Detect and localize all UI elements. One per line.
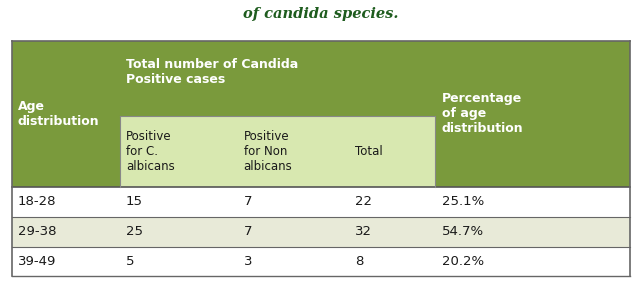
FancyBboxPatch shape <box>12 187 630 217</box>
Text: 29-38: 29-38 <box>18 225 56 238</box>
Text: 8: 8 <box>355 255 363 268</box>
Text: 20.2%: 20.2% <box>442 255 484 268</box>
Text: 5: 5 <box>126 255 135 268</box>
Text: 39-49: 39-49 <box>18 255 56 268</box>
Text: 18-28: 18-28 <box>18 195 56 208</box>
FancyBboxPatch shape <box>12 246 630 276</box>
Text: 22: 22 <box>355 195 372 208</box>
Text: Percentage
of age
distribution: Percentage of age distribution <box>442 92 523 135</box>
Text: Positive
for Non
albicans: Positive for Non albicans <box>243 130 292 173</box>
Text: of candida species.: of candida species. <box>243 7 399 21</box>
FancyBboxPatch shape <box>12 217 630 246</box>
Text: 25.1%: 25.1% <box>442 195 484 208</box>
Text: Positive
for C.
albicans: Positive for C. albicans <box>126 130 175 173</box>
Text: 32: 32 <box>355 225 372 238</box>
Text: Age
distribution: Age distribution <box>18 100 100 128</box>
Text: 15: 15 <box>126 195 143 208</box>
FancyBboxPatch shape <box>120 116 435 187</box>
Text: 7: 7 <box>243 225 252 238</box>
Text: 3: 3 <box>243 255 252 268</box>
Text: Total: Total <box>355 145 383 158</box>
Text: 25: 25 <box>126 225 143 238</box>
Text: 7: 7 <box>243 195 252 208</box>
Text: Total number of Candida
Positive cases: Total number of Candida Positive cases <box>126 58 299 85</box>
FancyBboxPatch shape <box>12 41 630 187</box>
Text: 54.7%: 54.7% <box>442 225 484 238</box>
